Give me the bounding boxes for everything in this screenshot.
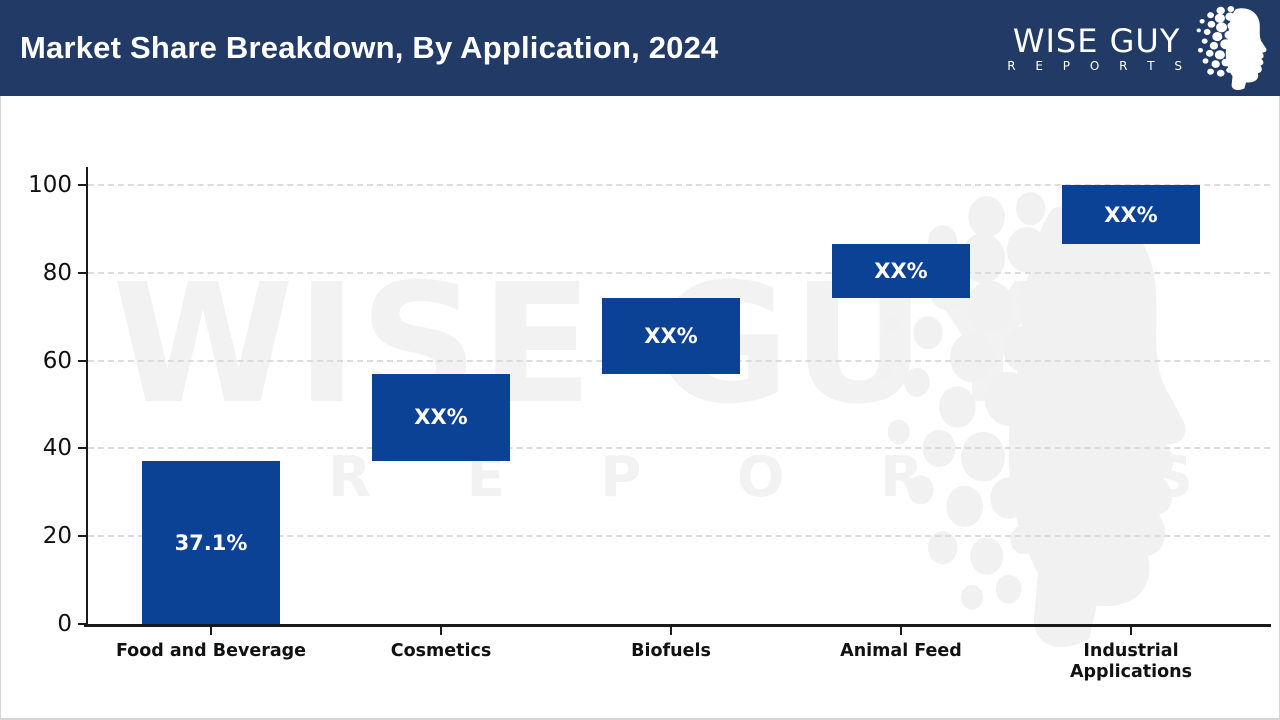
y-axis-spine — [86, 167, 88, 627]
y-tick-label: 0 — [57, 611, 72, 637]
y-tick-label: 20 — [42, 523, 72, 550]
x-tick-mark — [210, 627, 212, 635]
x-axis-label: Animal Feed — [840, 641, 962, 661]
bar-value-label: XX% — [414, 405, 468, 430]
gridline — [88, 271, 1270, 274]
x-axis-label: Biofuels — [631, 641, 711, 661]
header-banner: Market Share Breakdown, By Application, … — [0, 0, 1280, 96]
y-tick-mark — [78, 623, 86, 625]
y-tick-mark — [78, 184, 86, 186]
x-axis-spine — [84, 624, 1271, 627]
bar-segment-2 — [372, 373, 510, 462]
x-axis-label: Cosmetics — [390, 641, 492, 661]
bar-segment-5 — [1062, 185, 1200, 245]
y-tick-mark — [78, 535, 86, 538]
bar-value-label: 37.1% — [174, 530, 248, 555]
x-tick-mark — [440, 627, 442, 635]
y-tick-mark — [78, 359, 86, 362]
bar-segment-4 — [832, 244, 970, 298]
y-tick-label: 80 — [42, 259, 72, 286]
y-tick-mark — [78, 271, 86, 274]
y-tick-mark — [78, 447, 86, 450]
wiseguy-logo: WISE GUY R E P O R T S — [1003, 6, 1268, 90]
y-tick-label: 60 — [42, 347, 72, 374]
bar-segment-1 — [142, 461, 280, 624]
x-tick-mark — [1130, 627, 1132, 635]
gridline — [88, 535, 1270, 538]
gridline — [88, 447, 1270, 450]
bar-segment-3 — [602, 297, 740, 374]
wiseguy-logo-text: WISE GUY R E P O R T S — [1003, 24, 1190, 73]
x-tick-mark — [900, 627, 902, 635]
bar-value-label: XX% — [874, 259, 928, 284]
bar-value-label: XX% — [1104, 202, 1158, 227]
wiseguy-face-icon — [1196, 6, 1267, 90]
page-title: Market Share Breakdown, By Application, … — [20, 30, 719, 65]
x-axis-label: Industrial Applications — [1069, 641, 1193, 682]
wiseguy-logo-line2: R E P O R T S — [1007, 58, 1190, 73]
wiseguy-logo-line1: WISE GUY — [1012, 21, 1181, 60]
x-tick-mark — [670, 627, 672, 635]
gridline — [88, 184, 1270, 186]
bar-value-label: XX% — [644, 323, 698, 348]
y-tick-label: 100 — [28, 172, 72, 198]
y-tick-label: 40 — [42, 435, 72, 462]
x-axis-label: Food and Beverage — [115, 641, 307, 661]
